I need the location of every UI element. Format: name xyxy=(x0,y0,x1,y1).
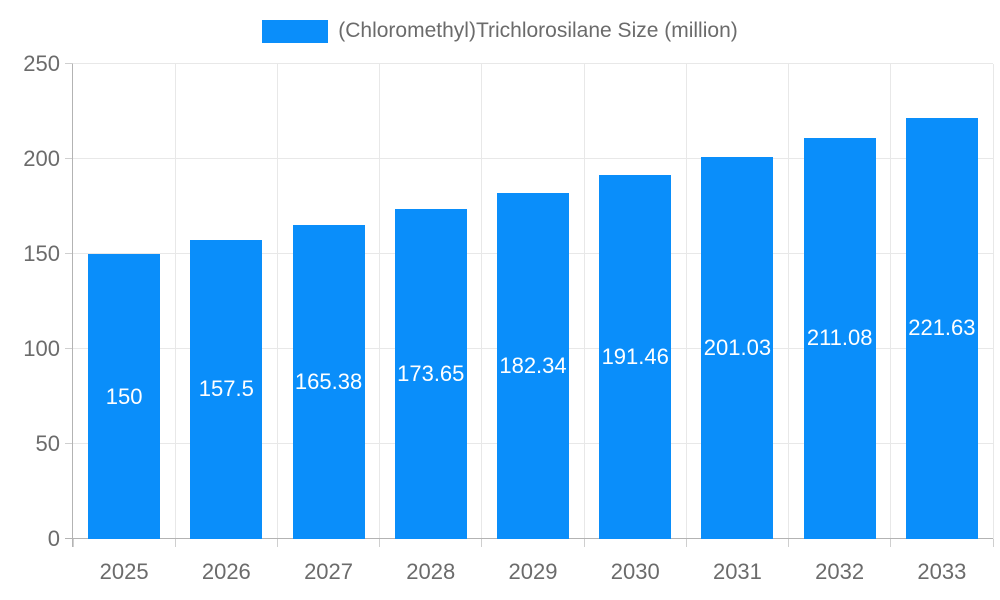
bar-value-label: 150 xyxy=(105,383,143,409)
bar[interactable] xyxy=(497,192,569,539)
y-tick-label: 50 xyxy=(35,431,60,456)
bar[interactable] xyxy=(292,224,365,539)
x-gridline xyxy=(788,64,790,539)
bar[interactable] xyxy=(803,137,876,539)
y-axis-line xyxy=(72,64,73,547)
y-tick-label: 200 xyxy=(23,146,60,171)
x-tick xyxy=(890,539,892,547)
x-tick xyxy=(583,539,585,547)
bar[interactable] xyxy=(394,209,467,539)
x-tick-label: 2027 xyxy=(304,559,354,584)
y-tick xyxy=(65,348,73,349)
bar[interactable] xyxy=(88,254,161,539)
x-tick-label: 2030 xyxy=(610,559,660,584)
x-tick xyxy=(992,539,994,547)
y-tick xyxy=(65,158,73,159)
y-tick-label: 0 xyxy=(47,526,60,551)
x-gridline xyxy=(583,64,585,539)
x-tick-label: 2028 xyxy=(406,559,456,584)
y-gridline xyxy=(73,158,993,159)
x-tick xyxy=(685,539,687,547)
x-tick xyxy=(379,539,381,547)
x-tick-label: 2029 xyxy=(508,559,558,584)
bar[interactable] xyxy=(599,175,672,539)
bar-value-label: 165.38 xyxy=(294,368,363,394)
y-tick-label: 100 xyxy=(23,336,60,361)
bar-value-label: 157.5 xyxy=(198,376,254,402)
x-tick xyxy=(481,539,483,547)
y-tick-label: 150 xyxy=(23,241,60,266)
chart-legend[interactable]: (Chloromethyl)Trichlorosilane Size (mill… xyxy=(0,17,1000,45)
x-gridline xyxy=(379,64,381,539)
x-tick xyxy=(276,539,278,547)
bar-value-label: 201.03 xyxy=(703,335,772,361)
x-tick xyxy=(788,539,790,547)
x-gridline xyxy=(685,64,687,539)
bar-value-label: 191.46 xyxy=(601,344,669,370)
x-gridline xyxy=(481,64,483,539)
bar-value-label: 211.08 xyxy=(806,325,873,351)
x-tick-label: 2025 xyxy=(99,559,149,584)
x-tick-label: 2032 xyxy=(815,559,865,584)
bar[interactable] xyxy=(190,239,263,539)
legend-swatch xyxy=(262,19,329,43)
y-tick xyxy=(65,253,73,254)
x-gridline xyxy=(174,64,176,539)
x-tick-label: 2026 xyxy=(201,559,251,584)
bar[interactable] xyxy=(701,157,774,539)
x-gridline xyxy=(276,64,278,539)
bar-value-label: 221.63 xyxy=(908,315,976,341)
y-gridline xyxy=(73,63,993,64)
y-tick xyxy=(65,63,73,64)
legend-label: (Chloromethyl)Trichlorosilane Size (mill… xyxy=(338,19,738,42)
x-gridline xyxy=(992,64,994,539)
bar-value-label: 173.65 xyxy=(397,361,465,387)
y-tick xyxy=(65,443,73,444)
x-gridline xyxy=(890,64,892,539)
x-tick-label: 2031 xyxy=(712,559,762,584)
y-tick-label: 250 xyxy=(23,51,60,76)
bar[interactable] xyxy=(905,117,978,539)
x-tick-label: 2033 xyxy=(917,559,967,584)
bar-value-label: 182.34 xyxy=(499,352,567,378)
x-tick xyxy=(174,539,176,547)
x-tick xyxy=(72,539,74,547)
